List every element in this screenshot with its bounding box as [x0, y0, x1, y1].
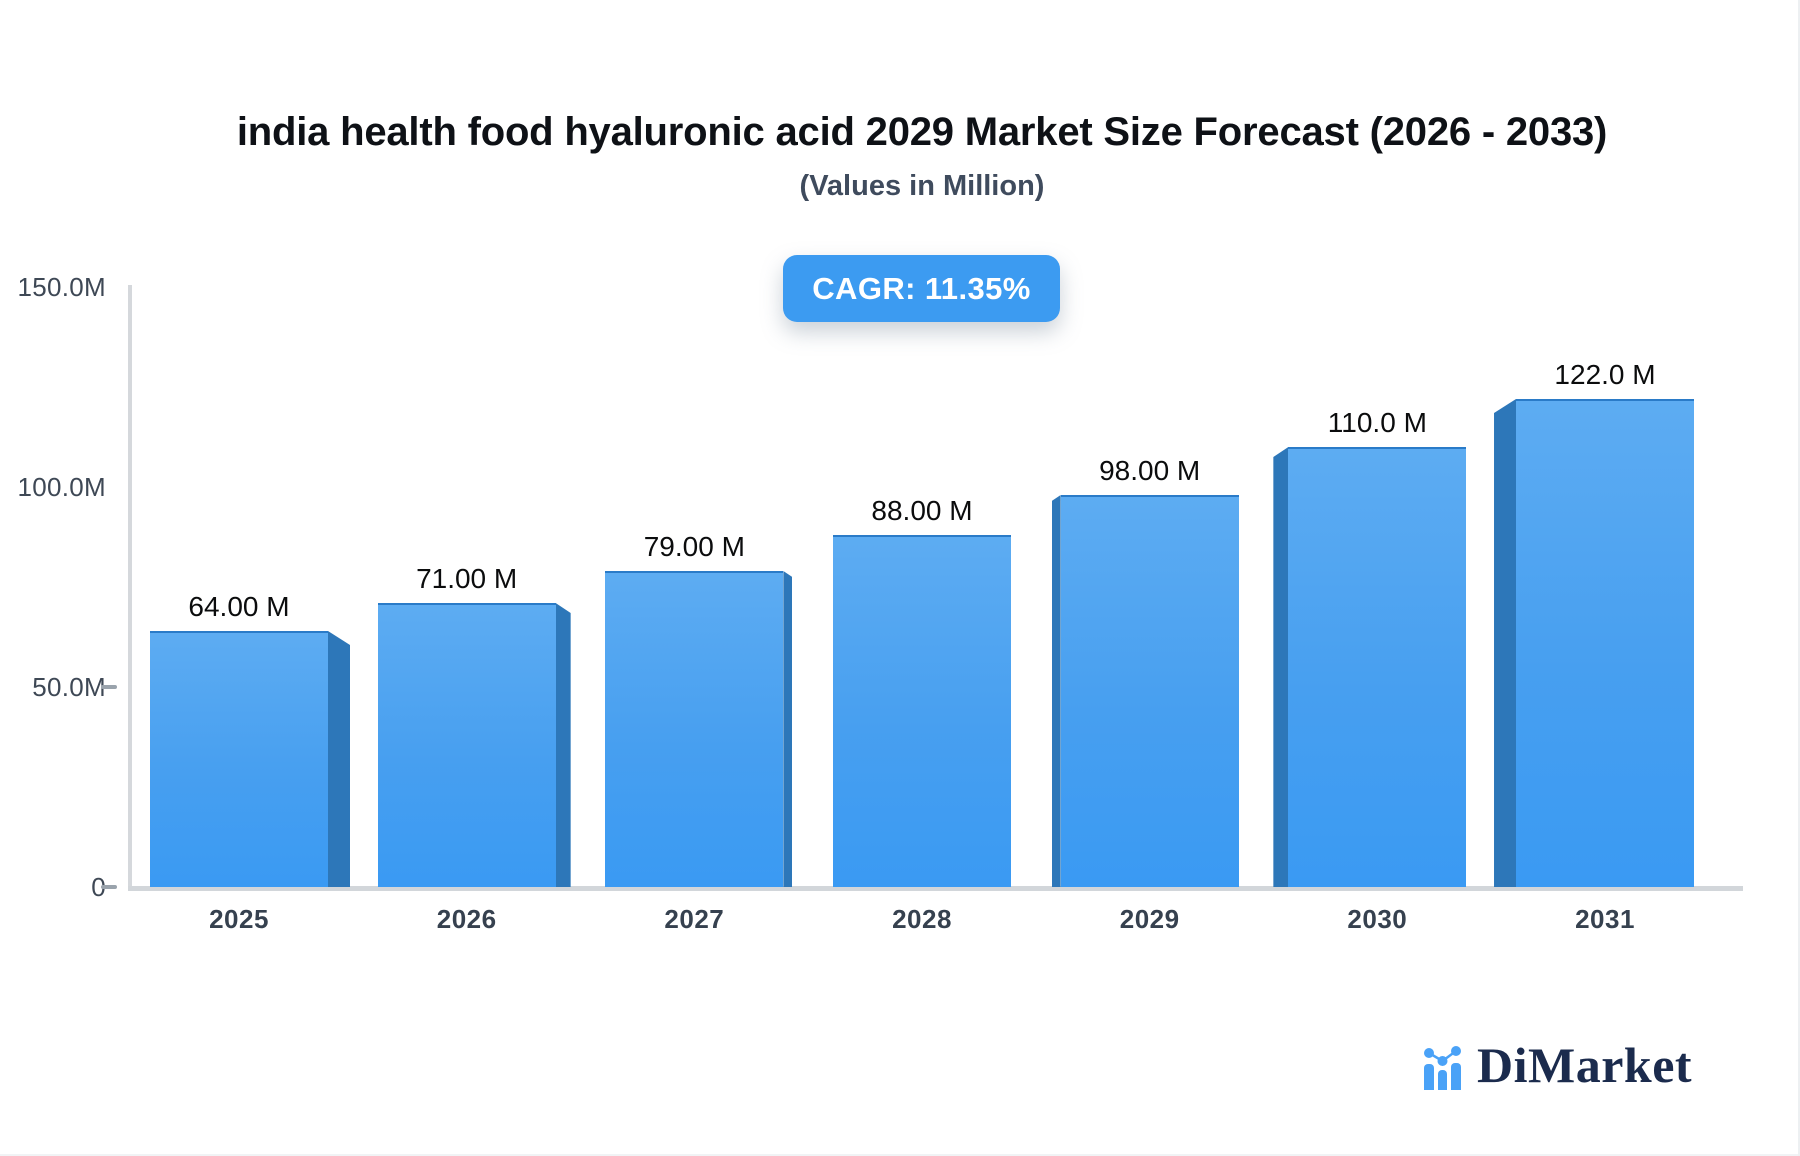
bar-value-label: 79.00 M — [643, 531, 745, 562]
cagr-badge: CAGR: 11.35% — [783, 255, 1060, 322]
bar-chart-with-dots-icon — [1424, 1046, 1461, 1090]
bar-3d-side — [783, 571, 793, 887]
bar-3d-side — [1494, 399, 1517, 887]
logo-text: DiMarket — [1477, 1037, 1693, 1093]
bar-3d-side — [555, 603, 571, 887]
x-axis-tick-label: 2028 — [892, 904, 952, 934]
x-axis-tick-label: 2025 — [209, 904, 269, 934]
x-axis-tick-label: 2029 — [1119, 904, 1180, 934]
bar-2031[interactable] — [1516, 399, 1695, 887]
y-axis-tick-mark — [101, 685, 117, 689]
bar-2026[interactable] — [377, 603, 556, 887]
bar-value-label: 122.0 M — [1554, 359, 1656, 390]
bar-value-label: 88.00 M — [871, 495, 973, 526]
y-axis-tick-label: 50.0M — [32, 672, 106, 702]
x-axis-tick-label: 2027 — [664, 904, 725, 934]
y-axis-tick-label: 100.0M — [17, 472, 106, 502]
bar-value-label: 98.00 M — [1099, 455, 1201, 486]
y-axis-tick-mark — [101, 885, 117, 889]
chart-title: india health food hyaluronic acid 2029 M… — [236, 110, 1608, 154]
y-axis-tick-label: 0 — [91, 872, 106, 902]
chart-header: india health food hyaluronic acid 2029 M… — [44, 108, 1800, 202]
x-axis-tick-label: 2031 — [1575, 904, 1635, 934]
bar-2028[interactable] — [833, 535, 1011, 887]
dimarket-logo: DiMarket — [1418, 1038, 1692, 1090]
x-axis-tick-label: 2030 — [1347, 904, 1408, 934]
bar-2027[interactable] — [605, 571, 784, 887]
bar-value-label: 64.00 M — [188, 591, 290, 622]
y-axis-line — [128, 285, 132, 891]
bar-3d-side — [328, 631, 350, 887]
bar-value-label: 71.00 M — [416, 563, 518, 594]
bar-2025[interactable] — [150, 631, 328, 887]
bar-3d-side — [1051, 495, 1061, 887]
y-axis-tick-label: 150.0M — [17, 272, 106, 302]
bar-value-label: 110.0 M — [1327, 407, 1427, 438]
bar-2029[interactable] — [1060, 495, 1239, 887]
x-axis-line — [128, 886, 1743, 891]
bar-2030[interactable] — [1288, 447, 1467, 887]
chart-subtitle: (Values in Million) — [799, 170, 1045, 202]
x-axis-tick-label: 2026 — [436, 904, 497, 934]
bar-3d-side — [1273, 447, 1289, 887]
